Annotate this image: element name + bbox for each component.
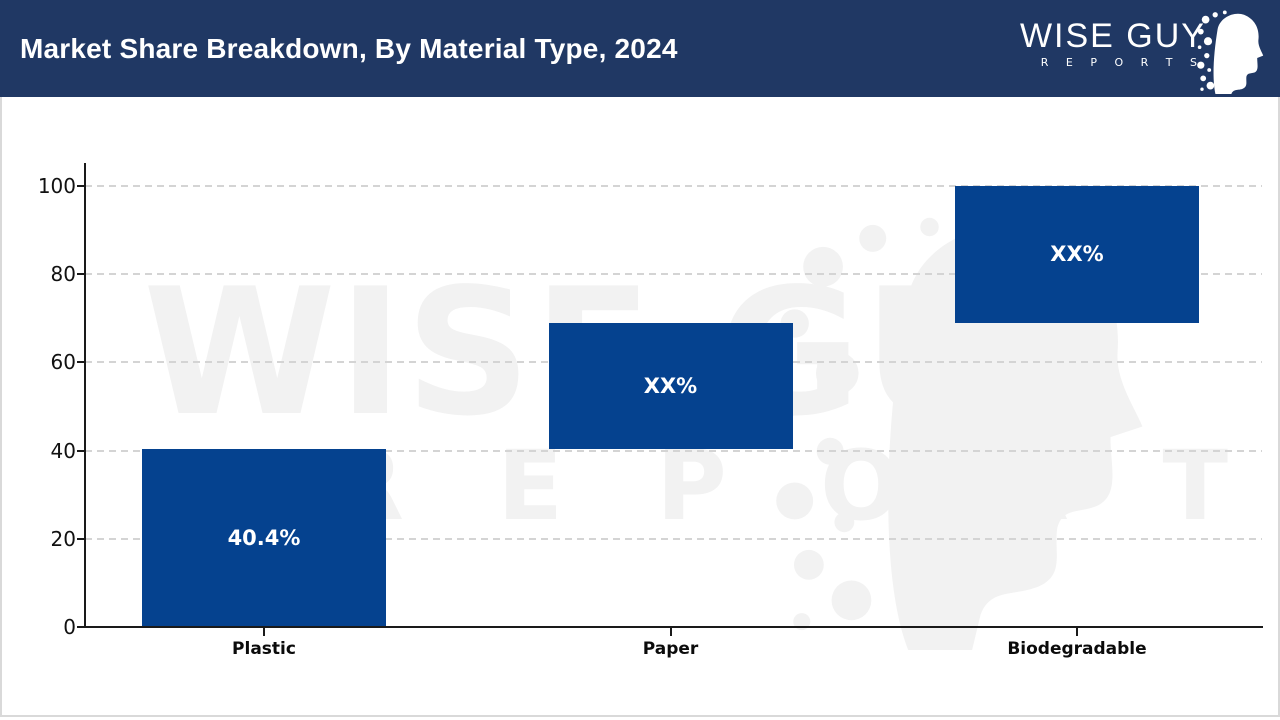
bar-value-label: XX% (643, 373, 698, 398)
logo-wordmark-line2: R E P O R T S (1040, 56, 1204, 69)
x-tick-mark-plastic (263, 628, 265, 636)
gridline-20 (85, 537, 1262, 540)
category-label-biodegradable: Biodegradable (1007, 639, 1147, 659)
content-frame (0, 97, 1280, 717)
logo-head-icon (1197, 10, 1264, 94)
gridline-80 (85, 273, 1262, 276)
bar-plastic: 40.4% (142, 448, 386, 627)
y-tick-mark-80 (77, 273, 85, 276)
logo-wordmark-line1: WISE GUY (1019, 17, 1206, 55)
category-label-paper: Paper (642, 639, 699, 659)
header-bar: Market Share Breakdown, By Material Type… (0, 0, 1280, 97)
x-axis-line (84, 626, 1263, 628)
bar-value-label: 40.4% (227, 525, 301, 550)
y-tick-mark-20 (77, 537, 85, 540)
category-label-plastic: Plastic (232, 639, 296, 659)
bar-value-label: XX% (1050, 242, 1104, 267)
gridline-40 (85, 449, 1262, 452)
y-tick-label-0: 0 (63, 615, 76, 639)
bar-paper: XX% (548, 322, 793, 449)
y-tick-label-20: 20 (50, 526, 76, 551)
y-tick-mark-0 (77, 626, 85, 628)
gridline-100 (85, 185, 1262, 187)
wiseguy-logo: WISE GUY R E P O R T S (1012, 8, 1264, 94)
x-tick-mark-biodegradable (1076, 628, 1078, 636)
watermark-head-icon (776, 217, 1143, 650)
y-tick-mark-100 (77, 185, 85, 187)
bar-biodegradable: XX% (955, 186, 1199, 323)
y-tick-label-40: 40 (50, 438, 76, 463)
x-tick-mark-paper (669, 628, 672, 636)
y-tick-label-100: 100 (37, 174, 76, 198)
y-tick-label-60: 60 (50, 350, 76, 375)
y-tick-label-80: 80 (50, 262, 76, 287)
chart-title: Market Share Breakdown, By Material Type… (20, 32, 678, 64)
logo-wordmark: WISE GUY R E P O R T S (1020, 18, 1206, 69)
y-tick-mark-40 (77, 449, 85, 452)
y-axis-line (84, 163, 86, 628)
y-tick-mark-60 (77, 361, 85, 364)
